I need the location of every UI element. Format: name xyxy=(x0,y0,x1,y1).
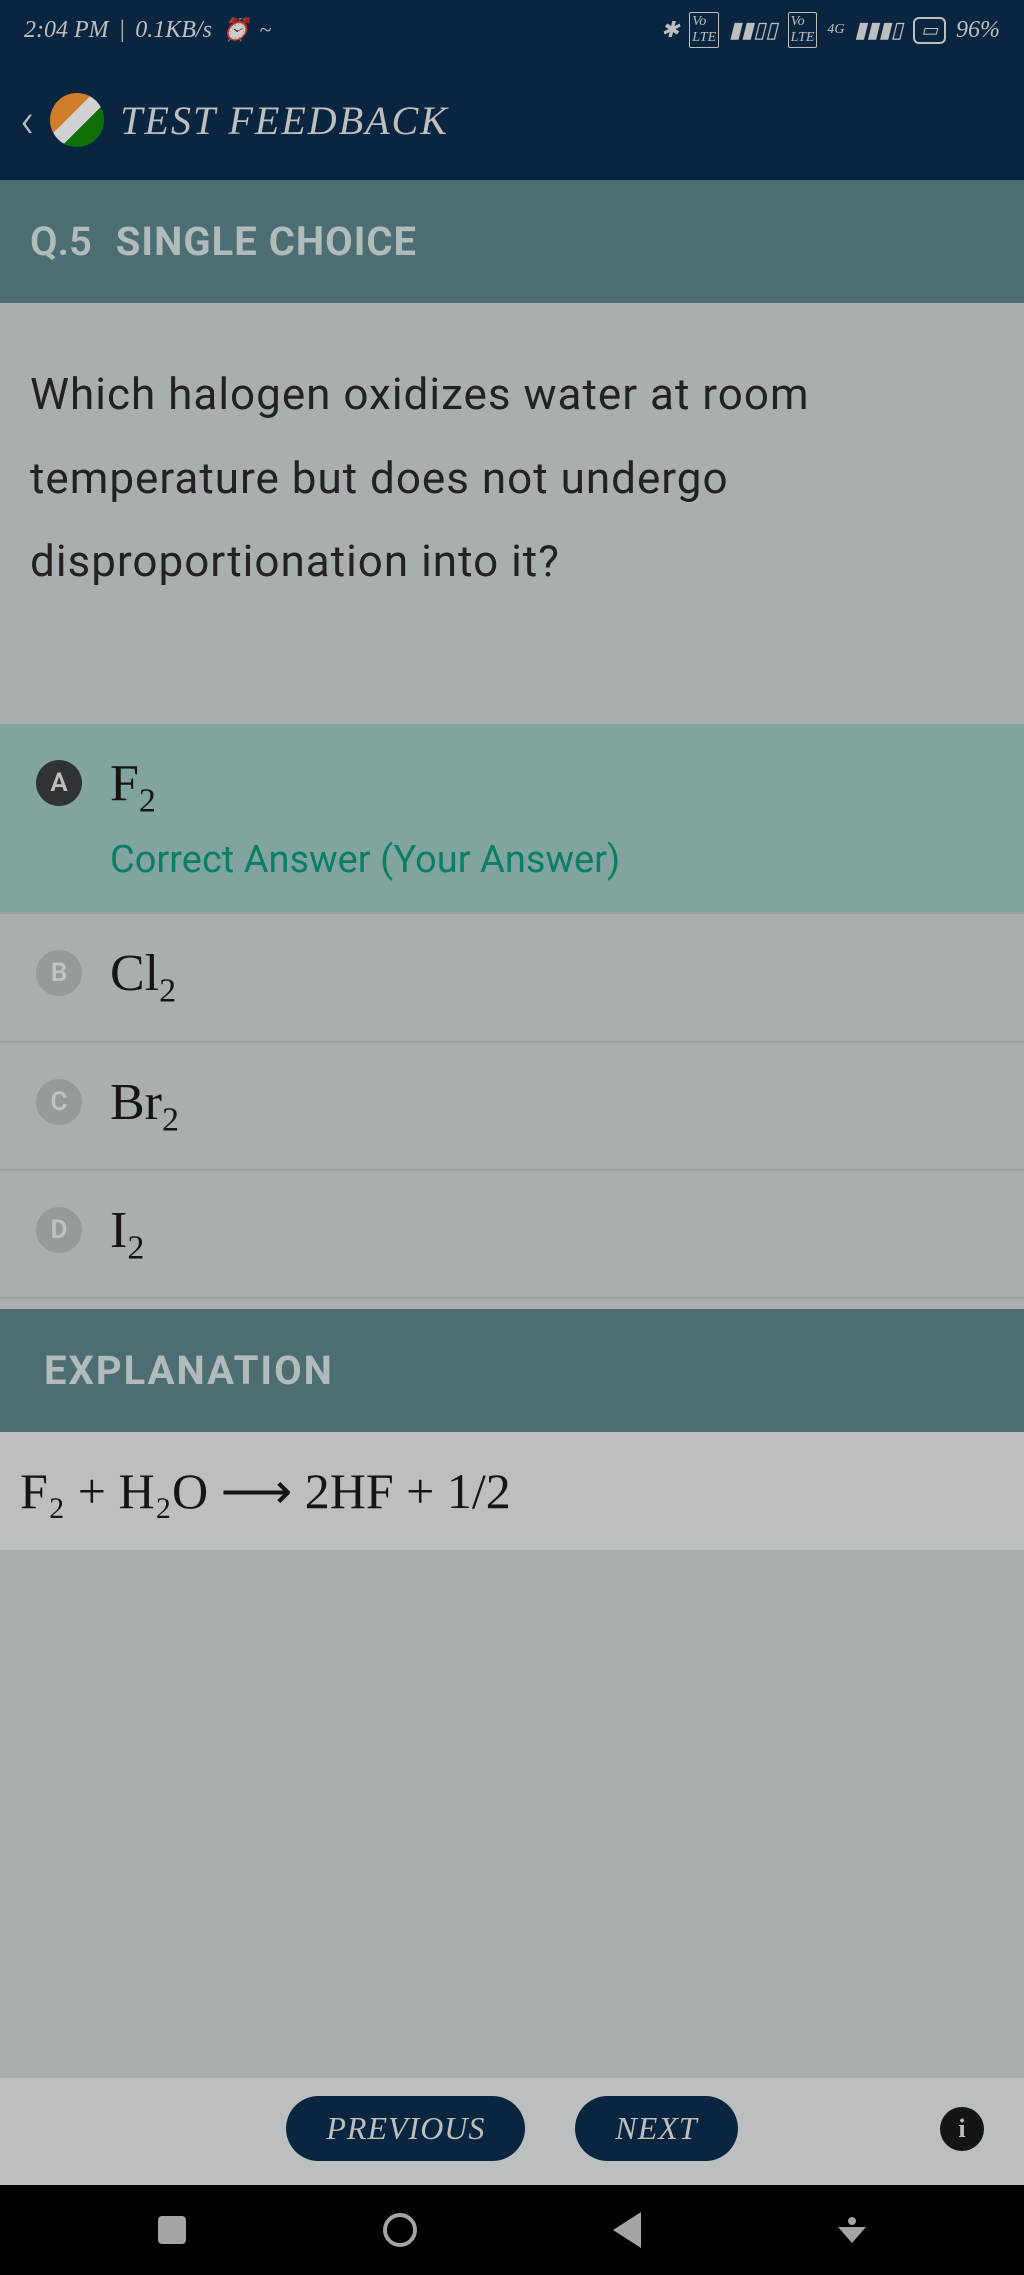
question-number: Q.5 xyxy=(30,218,92,265)
signal-icon-1: ▮▮▯▯ xyxy=(729,17,777,43)
info-button[interactable]: i xyxy=(940,2107,984,2151)
option-letter: C xyxy=(36,1079,82,1125)
bluetooth-icon: ✱ xyxy=(661,17,679,43)
back-button[interactable]: ‹ xyxy=(20,92,34,149)
status-bar: 2:04 PM | 0.1KB/s ⏰ ~ ✱ VoLTE ▮▮▯▯ VoLTE… xyxy=(0,0,1024,60)
question-header: Q.5 SINGLE CHOICE xyxy=(0,180,1024,303)
content-area: Q.5 SINGLE CHOICE Which halogen oxidizes… xyxy=(0,180,1024,2185)
recent-apps-button[interactable] xyxy=(158,2216,186,2244)
option-c[interactable]: C Br2 xyxy=(0,1043,1024,1171)
scroll-area[interactable]: Q.5 SINGLE CHOICE Which halogen oxidizes… xyxy=(0,180,1024,2078)
question-type: SINGLE CHOICE xyxy=(116,218,417,265)
option-letter: A xyxy=(36,760,82,806)
system-nav xyxy=(0,2185,1024,2275)
explanation-header: EXPLANATION xyxy=(0,1309,1024,1432)
option-formula: I2 xyxy=(110,1201,988,1267)
question-body: Which halogen oxidizes water at room tem… xyxy=(0,303,1024,724)
home-button[interactable] xyxy=(383,2213,417,2247)
option-d[interactable]: D I2 xyxy=(0,1171,1024,1299)
status-left: 2:04 PM | 0.1KB/s ⏰ ~ xyxy=(24,17,271,44)
option-content: Br2 xyxy=(110,1073,988,1139)
option-a[interactable]: A F2 Correct Answer (Your Answer) xyxy=(0,724,1024,914)
explanation-body: F₂ + H₂O ⟶ 2HF + 1/2 xyxy=(0,1432,1024,1550)
explanation-title: EXPLANATION xyxy=(44,1347,334,1394)
check-icon: ✓ xyxy=(66,104,89,137)
explanation-equation: F₂ + H₂O ⟶ 2HF + 1/2 xyxy=(20,1463,511,1519)
app-header: ‹ ✓ TEST FEEDBACK xyxy=(0,60,1024,180)
app-logo: ✓ xyxy=(50,93,104,147)
bottom-nav: PREVIOUS NEXT i xyxy=(0,2078,1024,2185)
options-list: A F2 Correct Answer (Your Answer) B Cl2 … xyxy=(0,724,1024,1300)
status-time: 2:04 PM xyxy=(24,17,109,44)
alarm-icon: ⏰ xyxy=(222,17,249,43)
status-speed: 0.1KB/s xyxy=(135,17,212,44)
sync-icon: ~ xyxy=(259,17,271,43)
battery-percent: 96% xyxy=(956,17,1000,44)
option-letter: D xyxy=(36,1207,82,1253)
option-content: Cl2 xyxy=(110,944,988,1010)
option-letter: B xyxy=(36,950,82,996)
previous-button[interactable]: PREVIOUS xyxy=(286,2096,525,2161)
volte-icon-2: VoLTE xyxy=(788,12,818,48)
signal-4g-icon: 4G xyxy=(827,22,844,38)
correct-answer-label: Correct Answer (Your Answer) xyxy=(110,838,988,882)
battery-icon: ▭ xyxy=(913,17,946,44)
status-divider: | xyxy=(119,17,126,44)
page-title: TEST FEEDBACK xyxy=(120,97,449,144)
signal-icon-2: ▮▮▮▯ xyxy=(855,17,903,43)
volte-icon-1: VoLTE xyxy=(689,12,719,48)
next-button[interactable]: NEXT xyxy=(575,2096,737,2161)
option-formula: Cl2 xyxy=(110,944,988,1010)
question-text: Which halogen oxidizes water at room tem… xyxy=(30,353,994,604)
system-back-button[interactable] xyxy=(613,2212,641,2248)
option-content: I2 xyxy=(110,1201,988,1267)
status-right: ✱ VoLTE ▮▮▯▯ VoLTE 4G ▮▮▮▯ ▭ 96% xyxy=(661,12,1000,48)
option-formula: Br2 xyxy=(110,1073,988,1139)
option-b[interactable]: B Cl2 xyxy=(0,914,1024,1042)
option-content: F2 Correct Answer (Your Answer) xyxy=(110,754,988,882)
keyboard-down-button[interactable] xyxy=(838,2217,866,2243)
option-formula: F2 xyxy=(110,754,988,820)
